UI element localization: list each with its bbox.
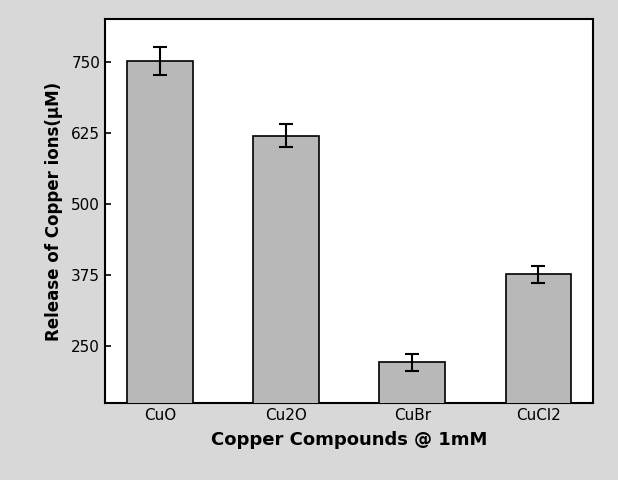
Bar	[127, 61, 193, 480]
Bar	[506, 274, 571, 480]
X-axis label: Copper Compounds @ 1mM: Copper Compounds @ 1mM	[211, 432, 488, 449]
Y-axis label: Release of Copper ions(μM): Release of Copper ions(μM)	[45, 82, 63, 341]
Bar	[379, 362, 445, 480]
Bar	[253, 136, 319, 480]
